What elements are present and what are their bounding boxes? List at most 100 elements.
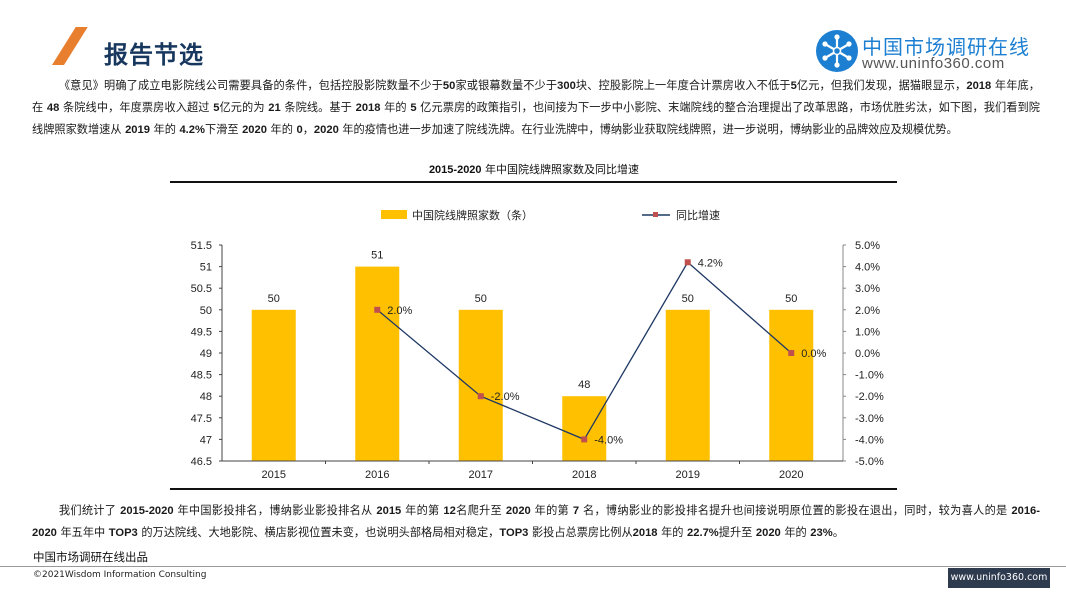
text-segment: 年的	[780, 526, 811, 539]
snowflake-logo-icon	[816, 30, 858, 72]
left-tick-label: 47	[200, 434, 212, 446]
right-tick-label: -1.0%	[855, 370, 884, 382]
text-segment: 年的第	[401, 504, 444, 517]
text-segment: 。	[832, 526, 844, 539]
bold-figure: 22.7%	[687, 527, 719, 539]
bold-figure: 2020	[242, 124, 267, 136]
bold-figure: 2018	[355, 102, 381, 114]
growth-marker-2020	[788, 350, 795, 356]
text-segment: 年的	[149, 123, 180, 136]
footer-divider	[0, 566, 1066, 567]
right-tick-label: -5.0%	[855, 456, 884, 468]
bar-label-2015: 50	[268, 293, 280, 305]
bold-figure: 4.2%	[179, 124, 205, 136]
footer-url-badge[interactable]: www.uninfo360.com	[948, 568, 1050, 588]
left-tick-label: 51	[200, 262, 212, 274]
bold-figure: 300	[557, 80, 576, 92]
right-tick-label: 0.0%	[855, 348, 880, 360]
text-segment: 名爬升至	[455, 504, 506, 517]
growth-label-2017: -2.0%	[491, 391, 520, 403]
left-tick-label: 48.5	[191, 370, 212, 382]
text-segment: 年的	[380, 101, 411, 114]
text-segment: 我们统计了	[58, 504, 121, 517]
bold-figure: TOP3	[499, 527, 529, 539]
left-tick-label: 49.5	[191, 326, 212, 338]
text-segment: 年的疫情也进一步加速了院线洗牌。在行业洗牌中，博纳影业获取院线牌照，进一步说明，…	[338, 123, 958, 136]
right-tick-label: -2.0%	[855, 391, 884, 403]
chart-title-text: 年中国院线牌照家数及同比增速	[481, 163, 640, 176]
x-tick-label: 2016	[365, 469, 389, 481]
growth-marker-2019	[684, 259, 691, 266]
bold-figure: 0	[296, 124, 303, 136]
bar-label-2017: 50	[475, 293, 487, 305]
bold-figure: 2020	[755, 527, 781, 539]
logo-brand-name: 中国市场调研在线	[862, 35, 1030, 59]
bold-figure: 2015	[376, 505, 402, 517]
logo-url: www.uninfo360.com	[862, 55, 1005, 72]
left-tick-label: 49	[200, 348, 212, 360]
growth-label-2019: 4.2%	[698, 257, 723, 269]
x-tick-label: 2018	[572, 469, 596, 481]
left-tick-label: 51.5	[191, 240, 212, 252]
bold-figure: 48	[46, 102, 60, 114]
x-tick-label: 2015	[262, 469, 286, 481]
text-segment: 年的第	[530, 504, 573, 517]
bar-2018	[562, 396, 607, 461]
bold-figure: 2016-2020	[32, 505, 1040, 539]
chart-title: 2015-2020 年中国院线牌照家数及同比增速	[170, 161, 898, 177]
x-tick-label: 2020	[779, 469, 803, 481]
bold-figure: 12	[443, 505, 456, 517]
right-tick-label: -3.0%	[855, 413, 884, 425]
growth-marker-2016	[374, 306, 381, 313]
legend-line-marker	[653, 212, 658, 217]
bar-2015	[251, 309, 296, 461]
bold-figure: TOP3	[108, 527, 138, 539]
growth-label-2016: 2.0%	[387, 305, 412, 317]
text-segment: 家或银幕数量不少于	[455, 79, 558, 92]
text-segment: 影投占总票房比例从	[528, 526, 633, 539]
left-tick-label: 50.5	[191, 283, 212, 295]
bar-label-2020: 50	[785, 293, 797, 305]
right-tick-label: 5.0%	[855, 240, 880, 252]
footer-brand: 中国市场调研在线出品	[33, 550, 148, 564]
left-tick-label: 47.5	[191, 413, 212, 425]
chart-top-rule	[170, 181, 897, 183]
text-segment: 条院线中，年度票房收入超过	[59, 101, 214, 114]
text-segment: 年年底，在	[32, 79, 1040, 114]
right-tick-label: 3.0%	[855, 283, 880, 295]
bold-figure: 2018	[966, 80, 992, 92]
text-segment: 名，博纳影业的影投排名提升也间接说明原位置的影投在退出，同时，较为喜人的是	[579, 504, 1012, 517]
bar-2019	[665, 309, 710, 461]
growth-marker-2017	[477, 393, 484, 400]
text-segment: 年中国影投排名，博纳影业影投排名从	[173, 504, 377, 517]
text-segment: 下滑至	[204, 123, 243, 136]
text-segment: 的万达院线、大地影院、横店影视位置未变，也说明头部格局相对稳定，	[137, 526, 500, 539]
text-segment: 亿元票房的政策指引，也间接为下一步中小影院、末端院线的整合治理提出了改革思路，市…	[32, 101, 1040, 136]
bold-figure: 5	[213, 102, 220, 114]
legend-bar-swatch	[381, 210, 407, 219]
bold-figure: 50	[442, 80, 456, 92]
x-tick-label: 2017	[469, 469, 493, 481]
bold-figure: 2020	[313, 124, 339, 136]
legend-line-label: 同比增速	[676, 208, 720, 222]
bold-figure: 23%	[810, 527, 833, 539]
bar-2016	[355, 266, 400, 461]
bold-figure: 2015-2020	[120, 505, 174, 517]
right-tick-label: -4.0%	[855, 434, 884, 446]
text-segment: 亿元的为	[219, 101, 269, 114]
chart-bottom-rule	[170, 488, 897, 490]
growth-label-2020: 0.0%	[801, 348, 826, 360]
text-segment: 年五年中	[56, 526, 109, 539]
text-segment: 年的	[657, 526, 688, 539]
bar-label-2018: 48	[578, 379, 590, 391]
intro-paragraph: 《意见》明确了成立电影院线公司需要具备的条件，包括控股影院数量不少于50家或银幕…	[32, 75, 1040, 141]
chart-title-years: 2015-2020	[428, 164, 482, 176]
right-tick-label: 4.0%	[855, 262, 880, 274]
bar-label-2019: 50	[682, 293, 694, 305]
text-segment: 提升至	[718, 526, 756, 539]
text-segment: ，	[302, 123, 314, 136]
bar-2017	[458, 309, 503, 461]
left-tick-label: 48	[200, 391, 212, 403]
text-segment: 块、控股影院上一年度合计票房收入不低于	[575, 79, 791, 92]
